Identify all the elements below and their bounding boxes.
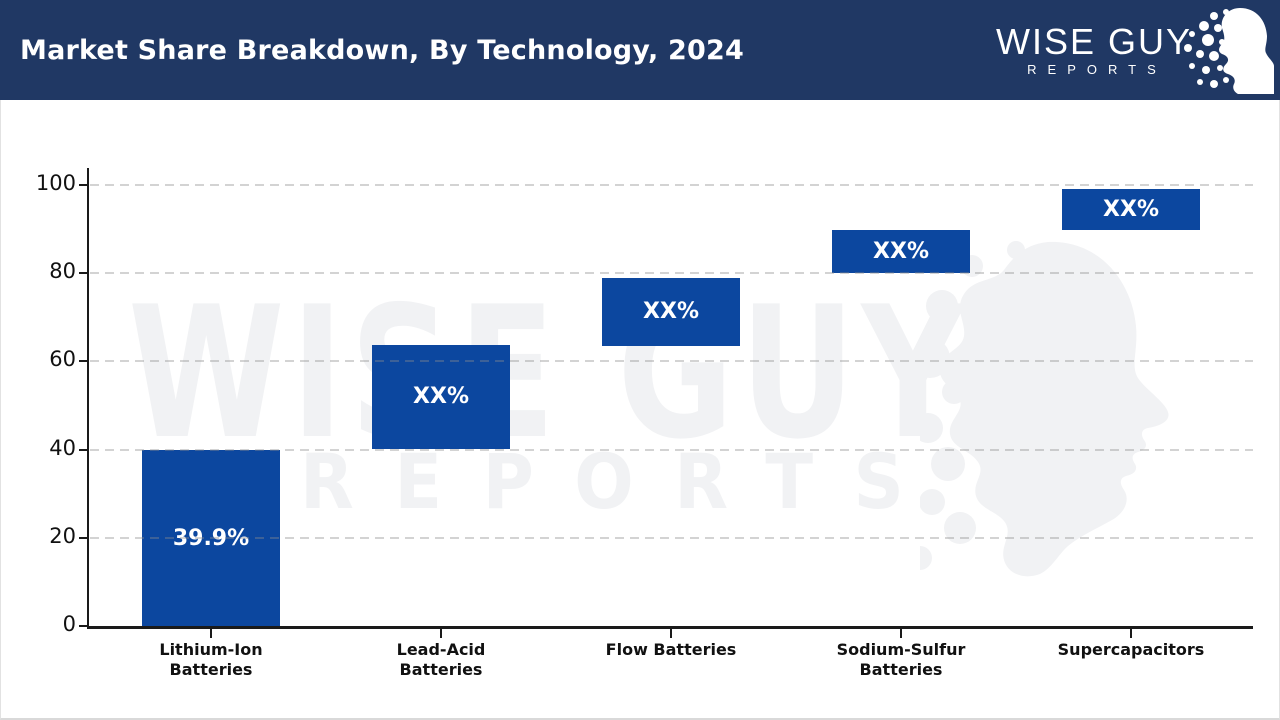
- brand-logo-text: WISE GUY REPORTS: [995, 21, 1192, 77]
- y-tick-mark-0: [79, 625, 88, 627]
- gridline-100: [90, 184, 1253, 186]
- bar-value-label: XX%: [643, 299, 699, 325]
- bar-segment: 39.9%: [142, 450, 280, 626]
- y-tick-label-80: 80: [49, 259, 76, 284]
- x-axis-line: [87, 626, 1253, 629]
- page-title: Market Share Breakdown, By Technology, 2…: [20, 34, 745, 66]
- brand-name: WISE GUY: [995, 21, 1192, 62]
- y-tick-mark-100: [79, 184, 88, 186]
- bar-value-label: 39.9%: [172, 525, 250, 551]
- y-tick-mark-20: [79, 536, 88, 539]
- y-tick-mark-40: [79, 448, 88, 451]
- bar-segment: XX%: [832, 230, 970, 273]
- x-category-label: Sodium-Sulfur Batteries: [836, 640, 966, 679]
- brand-subname: REPORTS: [1027, 62, 1167, 77]
- y-tick-label-20: 20: [49, 523, 76, 548]
- y-tick-label-0: 0: [62, 612, 76, 636]
- y-tick-label-60: 60: [49, 347, 76, 372]
- x-category-label: Lead-Acid Batteries: [396, 640, 486, 679]
- x-category-label: Supercapacitors: [1057, 640, 1205, 659]
- watermark-wiseguy-text: WISE GUY: [128, 267, 971, 479]
- y-tick-mark-80: [79, 272, 88, 275]
- y-axis-line: [87, 168, 89, 627]
- bar-value-label: XX%: [413, 384, 469, 410]
- y-tick-label-40: 40: [49, 435, 76, 460]
- brand-logo: WISE GUY REPORTS: [996, 6, 1274, 94]
- bar-value-label: XX%: [1103, 196, 1159, 222]
- bar-segment: XX%: [602, 277, 740, 346]
- brand-head-icon: [1184, 8, 1274, 94]
- x-tick-mark-3: [900, 629, 902, 638]
- gridline-80: [90, 272, 1253, 275]
- watermark-head-graphic: [920, 241, 1169, 577]
- watermark-face-silhouette: [939, 241, 1169, 577]
- x-tick-mark-4: [1130, 629, 1132, 638]
- header-bar: Market Share Breakdown, By Technology, 2…: [0, 0, 1280, 100]
- bar-value-label: XX%: [873, 239, 929, 265]
- x-category-label: Flow Batteries: [605, 640, 737, 659]
- y-tick-mark-60: [79, 360, 88, 363]
- gridline-40: [90, 448, 1253, 451]
- bar-segment: XX%: [1062, 188, 1200, 231]
- x-tick-mark-1: [440, 629, 442, 638]
- x-tick-mark-2: [670, 629, 672, 638]
- gridline-20: [90, 536, 1253, 539]
- x-tick-mark-0: [210, 629, 212, 638]
- gridline-60: [90, 360, 1253, 363]
- bar-segment: XX%: [372, 345, 510, 449]
- watermark-reports-text: REPORTS: [300, 437, 945, 526]
- x-category-label: Lithium-Ion Batteries: [159, 640, 263, 679]
- y-tick-label-100: 100: [35, 171, 76, 195]
